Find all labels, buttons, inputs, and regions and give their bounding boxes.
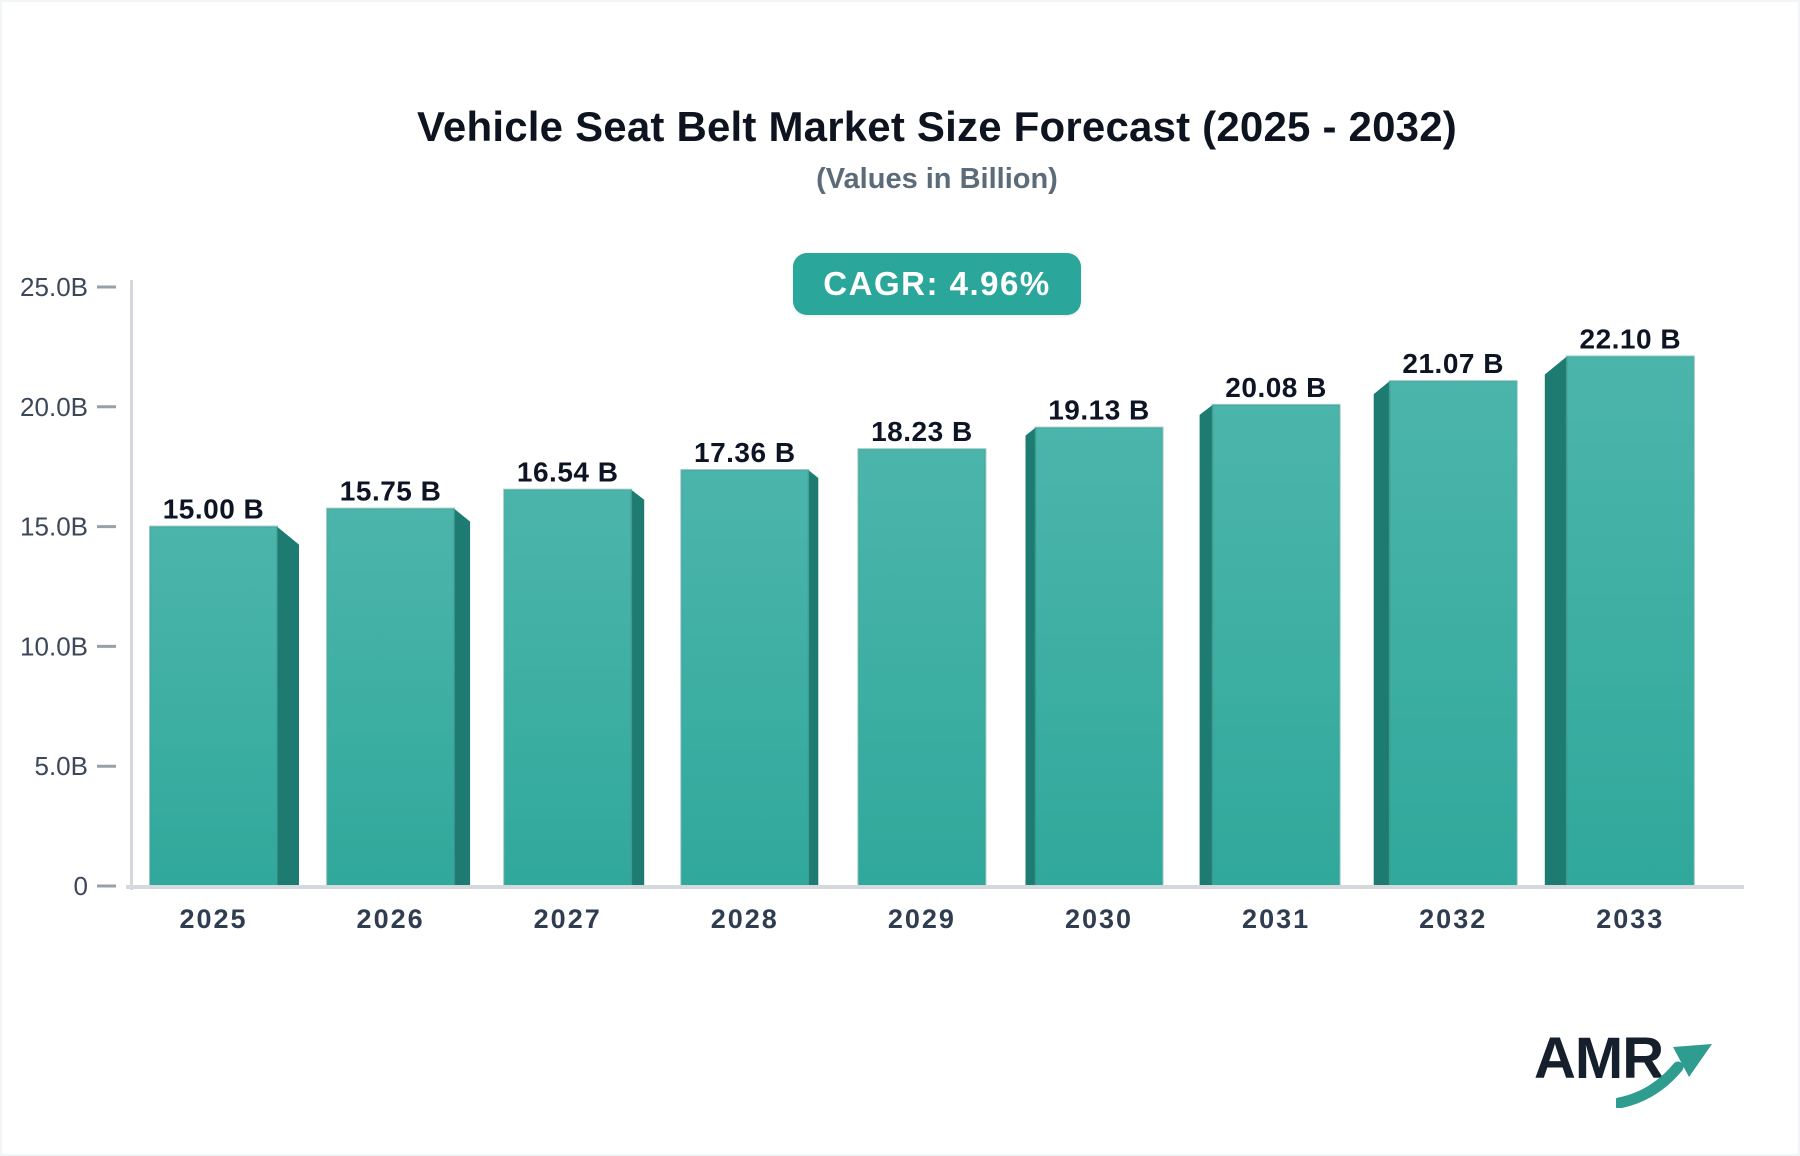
- bar-value-label: 19.13 B: [1048, 395, 1150, 426]
- x-tick-label: 2032: [1419, 904, 1487, 934]
- bar-group-2029: 18.23 B: [857, 416, 987, 888]
- bar-face: [1034, 426, 1164, 888]
- x-tick-label: 2028: [711, 904, 779, 934]
- bar-side: [1373, 381, 1390, 886]
- bar-side: [808, 470, 819, 886]
- bar-side: [631, 489, 645, 886]
- bar-group-2027: 16.54 B: [503, 457, 645, 888]
- bar-side: [1025, 427, 1036, 886]
- bar-value-label: 22.10 B: [1580, 323, 1682, 354]
- bar-face: [1565, 355, 1695, 888]
- x-tick-label: 2033: [1596, 904, 1664, 934]
- bar-face: [1211, 403, 1341, 888]
- y-tick-label: 0: [74, 871, 88, 901]
- x-tick-label: 2030: [1065, 904, 1133, 934]
- x-tick-label: 2027: [534, 904, 602, 934]
- bar-face: [326, 507, 456, 888]
- bar-group-2033: 22.10 B: [1544, 323, 1695, 888]
- y-tick-label: 10.0B: [20, 631, 88, 661]
- x-tick-label: 2025: [179, 904, 247, 934]
- x-axis-line: [126, 885, 1744, 889]
- bar-face: [680, 469, 810, 888]
- bar-value-label: 17.36 B: [694, 437, 796, 468]
- bar-face: [857, 448, 987, 888]
- bar-side: [1544, 356, 1567, 886]
- bar-value-label: 21.07 B: [1402, 348, 1504, 379]
- bar-side: [454, 508, 471, 886]
- chart-subtitle: (Values in Billion): [816, 163, 1058, 195]
- y-tick-label: 25.0B: [20, 272, 88, 302]
- bar-face: [149, 525, 278, 888]
- x-tick-label: 2031: [1242, 904, 1310, 934]
- x-tick-label: 2029: [888, 904, 956, 934]
- bar-group-2030: 19.13 B: [1025, 395, 1164, 888]
- bar-value-label: 20.08 B: [1225, 372, 1327, 403]
- bar-value-label: 18.23 B: [871, 416, 973, 447]
- bar-value-label: 15.00 B: [163, 494, 265, 525]
- x-tick-label: 2026: [357, 904, 425, 934]
- y-tick-label: 20.0B: [20, 392, 88, 422]
- bar-side: [277, 526, 299, 886]
- bar-face: [1388, 380, 1518, 888]
- bar-group-2032: 21.07 B: [1373, 348, 1518, 888]
- bar-side: [1199, 404, 1213, 886]
- logo-text: AMR: [1534, 1026, 1664, 1091]
- y-tick-label: 5.0B: [35, 751, 89, 781]
- growth-arrow-icon: [1616, 1044, 1712, 1108]
- bar-face: [503, 488, 633, 888]
- bar-value-label: 15.75 B: [340, 476, 442, 507]
- amr-logo: AMR: [1534, 1030, 1734, 1114]
- cagr-badge-row: CAGR: 4.96%: [132, 253, 1742, 315]
- y-axis-line: [130, 280, 133, 890]
- bar-group-2025: 15.00 B: [149, 494, 299, 888]
- bar-group-2031: 20.08 B: [1199, 372, 1341, 888]
- bar-value-label: 16.54 B: [517, 457, 619, 488]
- chart-title: Vehicle Seat Belt Market Size Forecast (…: [417, 103, 1457, 150]
- y-tick-label: 15.0B: [20, 512, 88, 542]
- cagr-badge: CAGR: 4.96%: [793, 253, 1081, 315]
- bar-group-2026: 15.75 B: [326, 476, 471, 888]
- bar-group-2028: 17.36 B: [680, 437, 819, 888]
